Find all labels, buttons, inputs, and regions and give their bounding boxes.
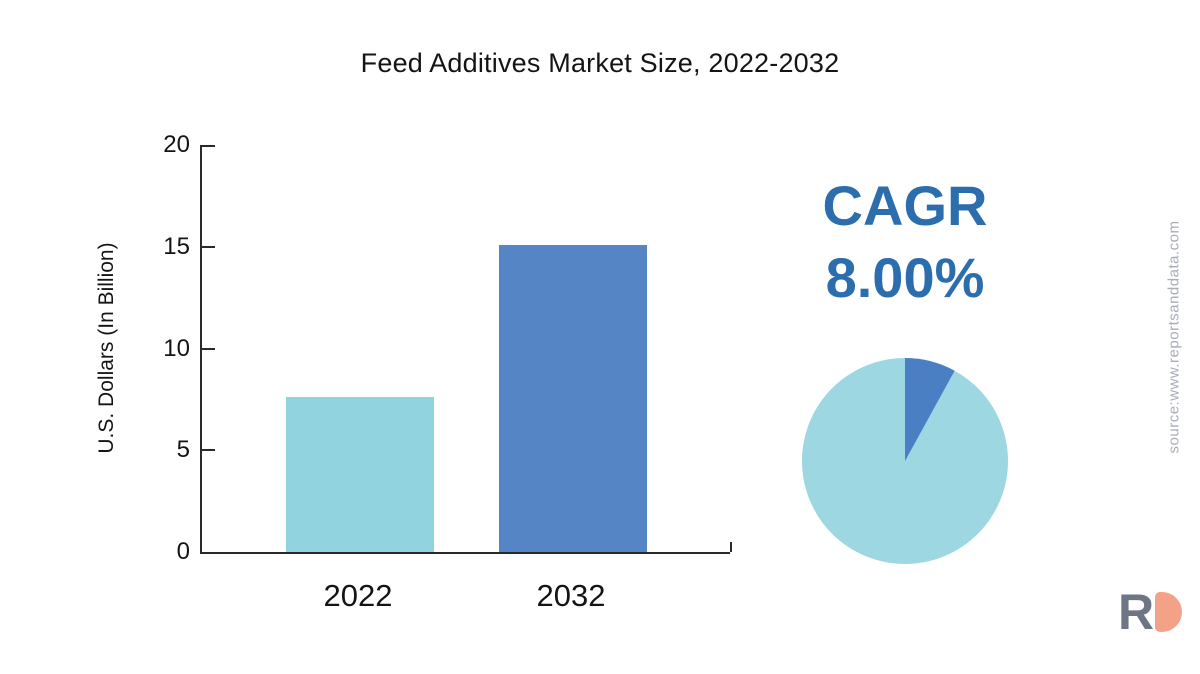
pie-slice-cagr — [905, 358, 955, 461]
y-axis-title: U.S. Dollars (In Billion) — [95, 242, 118, 454]
x-category-label: 2022 — [323, 578, 393, 613]
logo-letter-r: R — [1118, 584, 1154, 640]
cagr-block: CAGR 8.00% — [823, 178, 988, 306]
page-title: Feed Additives Market Size, 2022-2032 — [360, 48, 840, 78]
cagr-label: CAGR — [822, 174, 988, 237]
source-note: source:www.reportsanddata.com — [1165, 220, 1183, 454]
bar-2032 — [499, 245, 647, 552]
y-tick-mark — [202, 348, 215, 350]
y-tick-label: 0 — [176, 538, 190, 565]
bar-plot: 0 5 10 15 20 — [163, 131, 732, 565]
y-tick-mark — [202, 449, 215, 451]
y-tick-label: 15 — [163, 233, 190, 260]
y-tick-label: 5 — [176, 436, 190, 463]
x-category-label: 2032 — [536, 578, 606, 613]
y-tick-mark — [202, 145, 215, 147]
y-tick-mark — [202, 246, 215, 248]
pie-chart — [802, 358, 1008, 564]
y-tick-label: 10 — [163, 335, 190, 362]
x-axis-endcap — [730, 542, 732, 552]
logo-shape-d-icon — [1155, 592, 1183, 632]
cagr-value: 8.00% — [825, 246, 985, 309]
bar-2022 — [286, 397, 434, 552]
brand-logo: R — [1118, 584, 1183, 640]
y-tick-label: 20 — [163, 131, 190, 158]
pie-svg — [802, 358, 1008, 564]
